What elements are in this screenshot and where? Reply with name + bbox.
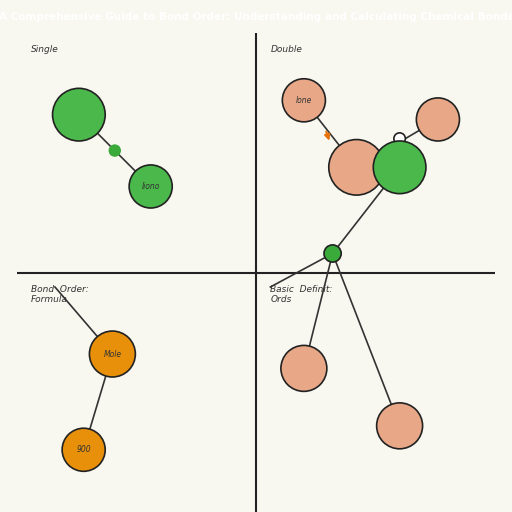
Circle shape — [109, 144, 121, 157]
Circle shape — [90, 331, 135, 377]
Circle shape — [53, 89, 105, 141]
Circle shape — [324, 245, 341, 262]
Circle shape — [416, 98, 459, 141]
Text: Mole: Mole — [103, 350, 121, 358]
Text: A Comprehensive Guide to Bond Order: Understanding and Calculating Chemical Bond: A Comprehensive Guide to Bond Order: Und… — [0, 12, 512, 22]
Circle shape — [282, 79, 326, 122]
Circle shape — [377, 403, 422, 449]
Circle shape — [281, 346, 327, 391]
Text: lone: lone — [296, 96, 312, 105]
Circle shape — [129, 165, 172, 208]
Circle shape — [394, 133, 406, 144]
Text: Single: Single — [31, 45, 59, 54]
Text: Double: Double — [270, 45, 302, 54]
Circle shape — [329, 140, 385, 195]
Text: 900: 900 — [76, 445, 91, 454]
Text: liono: liono — [141, 182, 160, 191]
Text: Bond  Order:
Formula: Bond Order: Formula — [31, 285, 89, 304]
Text: Basic  Definit:
Ords: Basic Definit: Ords — [270, 285, 333, 304]
Circle shape — [373, 141, 426, 194]
Circle shape — [62, 428, 105, 472]
